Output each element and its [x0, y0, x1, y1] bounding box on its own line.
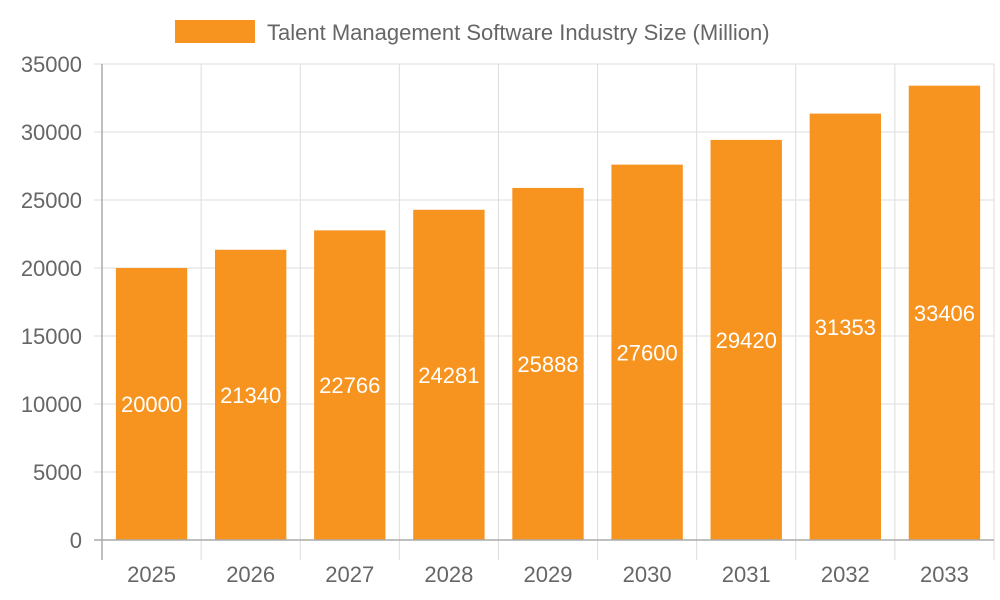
x-tick-label: 2028: [424, 562, 473, 587]
x-tick-label: 2032: [821, 562, 870, 587]
x-tick-label: 2031: [722, 562, 771, 587]
x-tick-label: 2026: [226, 562, 275, 587]
legend[interactable]: Talent Management Software Industry Size…: [175, 20, 770, 45]
axes: 0 5000 10000 15000 20000 25000 30000 35000 2025 2…: [21, 52, 994, 587]
y-tick-label: 25000: [21, 188, 82, 213]
data-label: 31353: [815, 315, 876, 340]
data-label: 21340: [220, 383, 281, 408]
y-tick-label: 0: [70, 528, 82, 553]
y-tick-label: 35000: [21, 52, 82, 77]
x-tick-label: 2029: [524, 562, 573, 587]
y-tick-label: 5000: [33, 460, 82, 485]
x-tick-label: 2025: [127, 562, 176, 587]
bar: [809, 113, 882, 541]
bar: [611, 164, 683, 540]
bars: 20000 21340 22766 24281 25888 27600 29420 31353…: [115, 85, 981, 541]
data-label: 20000: [121, 392, 182, 417]
legend-label[interactable]: Talent Management Software Industry Size…: [267, 20, 770, 45]
y-tick-label: 20000: [21, 256, 82, 281]
data-label: 25888: [517, 352, 578, 377]
data-label: 24281: [418, 363, 479, 388]
bar: [314, 230, 386, 541]
bar: [512, 187, 584, 540]
data-label: 29420: [716, 328, 777, 353]
x-tick-label: 2033: [920, 562, 969, 587]
data-label: 22766: [319, 373, 380, 398]
bar: [214, 249, 287, 540]
x-tick-label: 2027: [325, 562, 374, 587]
y-tick-label: 15000: [21, 324, 82, 349]
bar: [413, 209, 485, 541]
legend-swatch[interactable]: [175, 20, 255, 43]
data-label: 33406: [914, 301, 975, 326]
bar: [115, 268, 188, 540]
data-label: 27600: [617, 340, 678, 365]
y-tick-label: 30000: [21, 120, 82, 145]
x-tick-label: 2030: [623, 562, 672, 587]
bar: [710, 139, 782, 540]
bar: [908, 85, 981, 540]
y-tick-label: 10000: [21, 392, 82, 417]
